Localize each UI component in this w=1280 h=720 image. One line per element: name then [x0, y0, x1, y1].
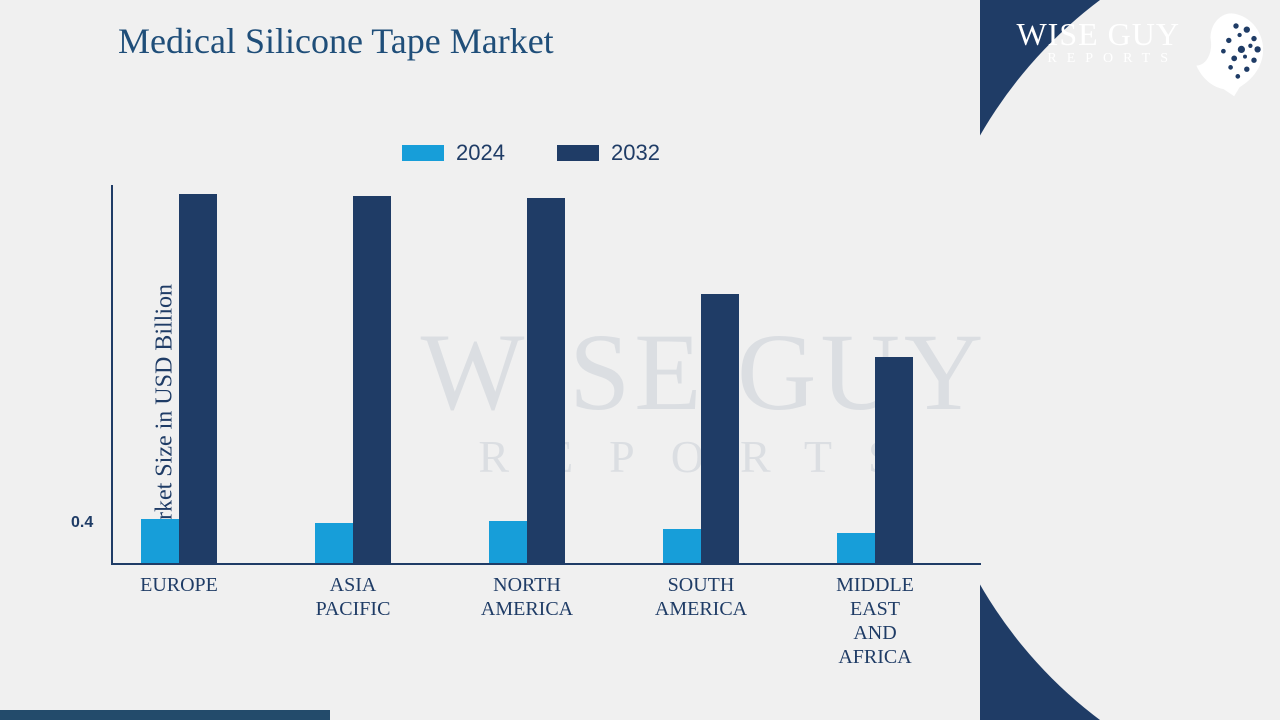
- brand-head-icon: [1182, 8, 1272, 98]
- bar: [663, 529, 701, 563]
- legend-swatch: [402, 145, 444, 161]
- bar: [315, 523, 353, 563]
- bar-groups: EUROPE ASIA PACIFIC NORTH AMERICA SOUTH AME…: [113, 185, 981, 563]
- bar: [141, 519, 179, 563]
- bar: [179, 194, 217, 563]
- bar-group: SOUTH AMERICA: [663, 294, 739, 563]
- y-tick-label: 0.4: [71, 514, 93, 532]
- category-label: NORTH AMERICA: [481, 573, 573, 621]
- bar: [701, 294, 739, 563]
- category-label: EUROPE: [140, 573, 218, 597]
- bar: [837, 533, 875, 563]
- chart: Market Size in USD Billion 20242032 EURO…: [36, 140, 1026, 695]
- bar-group: NORTH AMERICA: [489, 198, 565, 563]
- brand-logo: WISE GUY REPORTS: [1016, 16, 1180, 67]
- bar-group: ASIA PACIFIC: [315, 196, 391, 563]
- bar-group: MIDDLE EAST AND AFRICA: [837, 357, 913, 563]
- legend-item: 2024: [402, 140, 505, 166]
- bar: [527, 198, 565, 563]
- legend-label: 2032: [611, 140, 660, 166]
- canvas: WISE GUY REPORTS WISE GUY REPORTS Medica…: [0, 0, 1280, 720]
- bar: [489, 521, 527, 563]
- brand-line1: WISE GUY: [1016, 16, 1180, 53]
- bar-group: EUROPE: [141, 194, 217, 563]
- chart-title: Medical Silicone Tape Market: [118, 20, 554, 62]
- plot-area: EUROPE ASIA PACIFIC NORTH AMERICA SOUTH AME…: [111, 185, 981, 565]
- category-label: SOUTH AMERICA: [655, 573, 747, 621]
- bar: [353, 196, 391, 563]
- legend: 2024 2032: [36, 140, 1026, 166]
- category-label: ASIA PACIFIC: [316, 573, 391, 621]
- category-label: MIDDLE EAST AND AFRICA: [836, 573, 914, 669]
- legend-label: 2024: [456, 140, 505, 166]
- bottom-accent: [0, 710, 330, 720]
- legend-swatch: [557, 145, 599, 161]
- bar: [875, 357, 913, 563]
- brand-line2: REPORTS: [1016, 51, 1180, 67]
- legend-item: 2032: [557, 140, 660, 166]
